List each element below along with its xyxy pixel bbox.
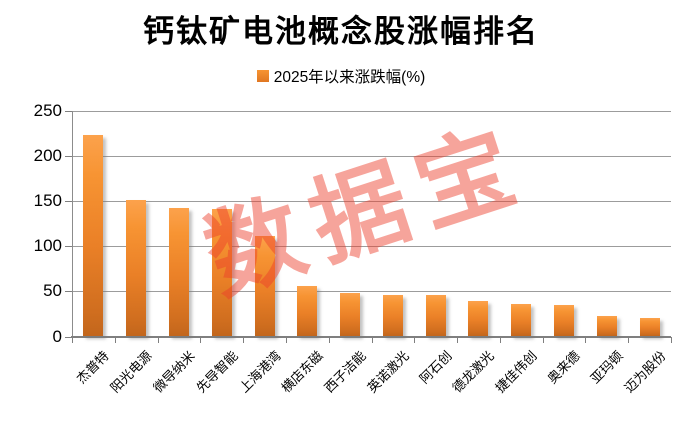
bar-阳光电源 (126, 200, 147, 337)
legend-label: 2025年以来涨跌幅(%) (273, 69, 426, 86)
gridline-200 (72, 156, 671, 158)
x-tick (414, 336, 416, 343)
bar-先导智能 (211, 209, 232, 337)
y-tick-0 (65, 336, 72, 338)
chart-title: 钙钛矿电池概念股涨幅排名 (143, 14, 539, 49)
y-tick-100 (65, 246, 72, 248)
x-axis-label-迈为股份: 迈为股份 (620, 347, 669, 396)
y-axis-label-0: 0 (52, 326, 62, 346)
x-tick (585, 336, 587, 343)
y-axis-label-200: 200 (33, 146, 62, 166)
x-tick (243, 336, 245, 343)
y-tick-250 (65, 111, 72, 112)
bar-微导纳米 (168, 207, 189, 337)
x-tick (157, 336, 159, 343)
x-axis-label-奥来德: 奥来德 (544, 347, 583, 386)
bar-德龙激光 (468, 301, 489, 337)
bar-杰普特 (83, 135, 104, 337)
bar-迈为股份 (639, 317, 660, 337)
x-axis-label-先导智能: 先导智能 (193, 347, 241, 396)
x-tick (328, 336, 330, 343)
x-tick (457, 336, 459, 343)
y-tick-150 (65, 201, 72, 203)
x-tick (72, 336, 73, 343)
y-tick-50 (65, 291, 72, 293)
x-tick (499, 336, 501, 343)
x-tick (628, 336, 630, 343)
y-tick-200 (65, 156, 72, 158)
x-tick (371, 336, 373, 343)
bar-捷佳伟创 (511, 304, 532, 337)
x-axis-label-捷佳伟创: 捷佳伟创 (492, 347, 540, 396)
y-axis-label-50: 50 (43, 281, 62, 301)
x-axis-label-上海港湾: 上海港湾 (235, 347, 284, 396)
gridline-250 (72, 111, 671, 112)
x-tick (542, 336, 544, 343)
x-tick (285, 336, 287, 343)
bar-上海港湾 (254, 236, 275, 337)
gridline-50 (72, 291, 671, 293)
x-tick (200, 336, 202, 343)
x-axis-label-阳光电源: 阳光电源 (107, 347, 155, 396)
bar-英诺激光 (382, 295, 403, 337)
bar-横店东磁 (297, 285, 318, 337)
x-axis-label-德龙激光: 德龙激光 (449, 347, 498, 396)
x-tick (114, 336, 116, 343)
bar-奥来德 (554, 304, 575, 337)
y-axis-label-100: 100 (33, 236, 62, 256)
gridline-150 (72, 201, 671, 203)
x-axis-label-横店东磁: 横店东磁 (278, 347, 327, 396)
y-axis-label-250: 250 (33, 101, 62, 120)
y-axis-line (72, 111, 73, 337)
y-axis-label-150: 150 (33, 191, 62, 211)
bar-亚玛顿 (596, 315, 617, 337)
legend-swatch-icon (256, 70, 269, 82)
gridline-100 (72, 246, 671, 248)
x-axis-label-英诺激光: 英诺激光 (364, 347, 412, 396)
bar-阿石创 (425, 295, 446, 337)
x-axis-label-西子洁能: 西子洁能 (321, 347, 369, 396)
x-axis-label-微导纳米: 微导纳米 (150, 347, 198, 396)
x-axis-line (71, 335, 671, 338)
bar-西子洁能 (340, 293, 361, 337)
x-tick (671, 336, 672, 343)
legend: 2025年以来涨跌幅(%) (0, 66, 682, 86)
